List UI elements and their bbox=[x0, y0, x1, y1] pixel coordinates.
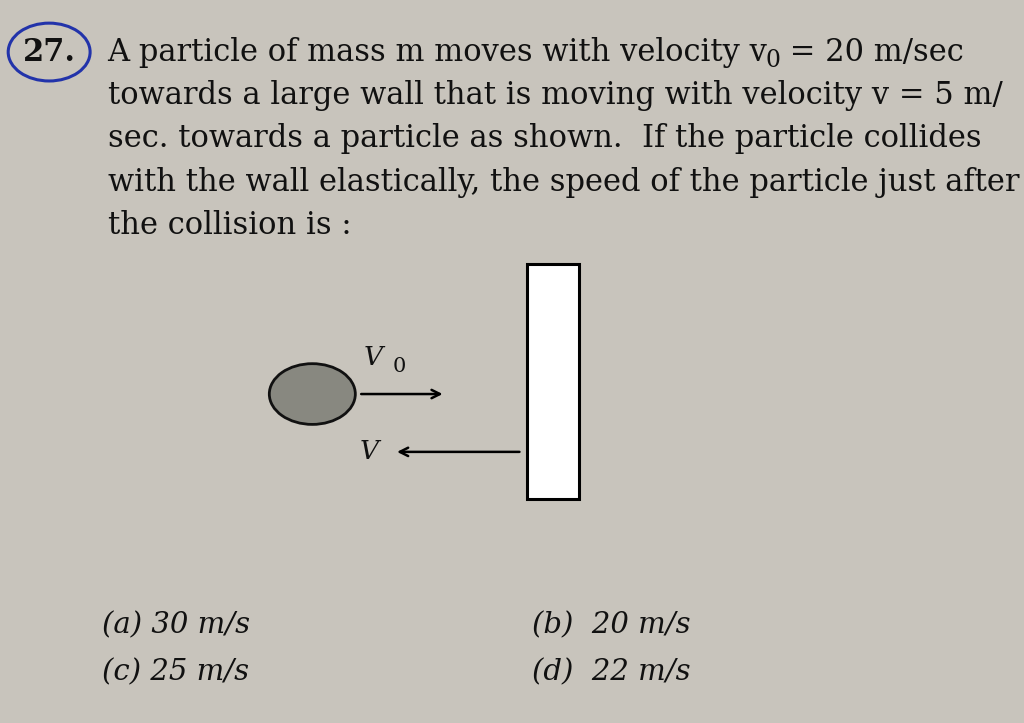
Text: = 20 m/sec: = 20 m/sec bbox=[780, 37, 964, 67]
Text: (a) 30 m/s: (a) 30 m/s bbox=[102, 612, 251, 639]
Text: 0: 0 bbox=[392, 357, 406, 376]
Text: V: V bbox=[359, 440, 379, 464]
Bar bbox=[527, 264, 579, 499]
Text: V: V bbox=[364, 346, 383, 370]
Text: towards a large wall that is moving with velocity v = 5 m/: towards a large wall that is moving with… bbox=[108, 80, 1002, 111]
Text: 27.: 27. bbox=[23, 37, 76, 67]
Text: A particle of mass m moves with velocity v: A particle of mass m moves with velocity… bbox=[108, 37, 767, 67]
Text: with the wall elastically, the speed of the particle just after: with the wall elastically, the speed of … bbox=[108, 167, 1019, 197]
Text: (d)  22 m/s: (d) 22 m/s bbox=[532, 659, 691, 686]
Text: (c) 25 m/s: (c) 25 m/s bbox=[102, 659, 250, 686]
Text: the collision is :: the collision is : bbox=[108, 210, 351, 241]
Text: 0: 0 bbox=[766, 49, 781, 72]
Circle shape bbox=[269, 364, 355, 424]
Text: sec. towards a particle as shown.  If the particle collides: sec. towards a particle as shown. If the… bbox=[108, 124, 981, 154]
Text: (b)  20 m/s: (b) 20 m/s bbox=[532, 612, 691, 639]
